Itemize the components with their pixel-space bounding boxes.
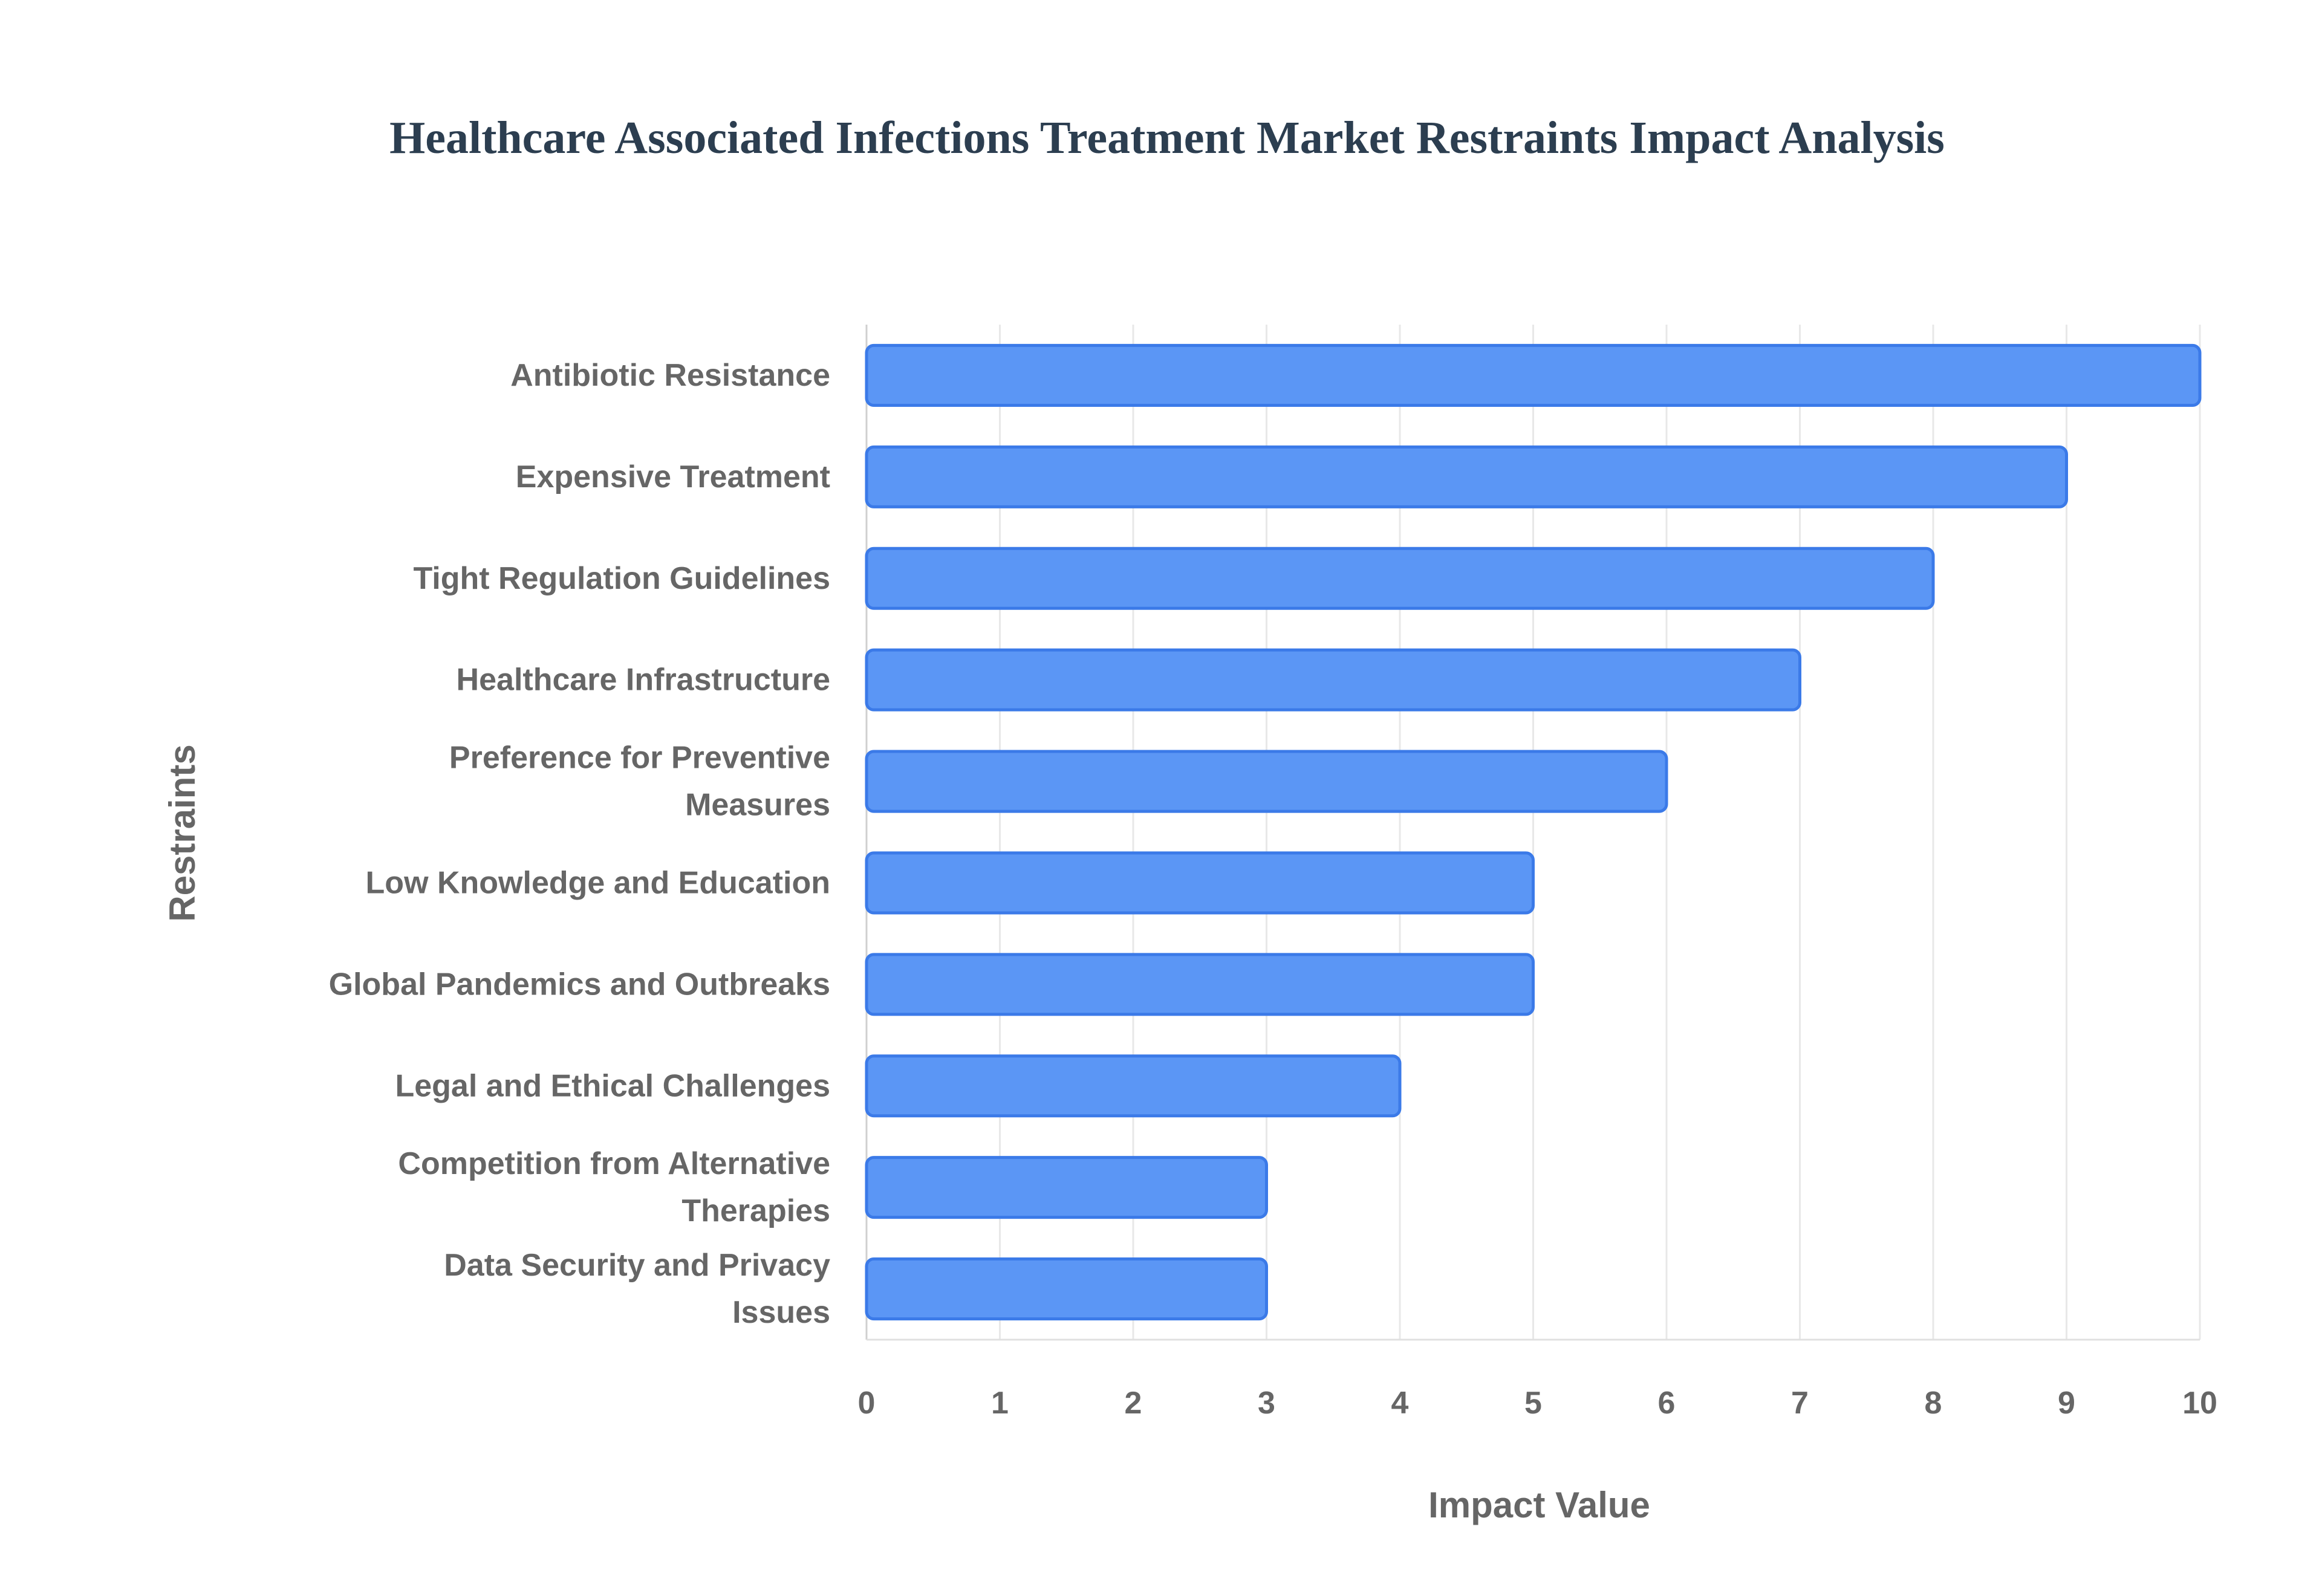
bar	[865, 851, 1535, 915]
x-tick-label: 2	[1125, 1386, 1142, 1421]
y-category-label: Therapies	[681, 1193, 830, 1228]
y-category-label: Tight Regulation Guidelines	[413, 561, 830, 596]
bar	[865, 1257, 1268, 1321]
x-tick-label: 5	[1524, 1386, 1542, 1421]
x-axis-title: Impact Value	[1428, 1485, 1650, 1525]
y-axis-title: Restraints	[162, 744, 203, 921]
chart-title: Healthcare Associated Infections Treatme…	[389, 112, 1945, 163]
x-tick-label: 7	[1791, 1386, 1809, 1421]
bar	[865, 1156, 1268, 1219]
x-tick-label: 9	[2058, 1386, 2075, 1421]
y-category-label: Data Security and Privacy	[444, 1248, 830, 1283]
bar	[865, 1054, 1402, 1118]
y-category-label: Measures	[685, 788, 830, 823]
y-category-label: Legal and Ethical Challenges	[395, 1068, 830, 1103]
x-tick-label: 4	[1391, 1386, 1409, 1421]
y-category-label: Low Knowledge and Education	[366, 865, 830, 900]
y-category-label: Healthcare Infrastructure	[457, 663, 830, 698]
y-category-label: Issues	[732, 1295, 830, 1330]
x-tick-label: 6	[1658, 1386, 1676, 1421]
bar	[865, 343, 2202, 407]
y-category-label: Global Pandemics and Outbreaks	[329, 967, 830, 1002]
x-tick-label: 10	[2182, 1386, 2217, 1421]
y-category-label: Competition from Alternative	[398, 1146, 830, 1181]
x-tick-label: 8	[1925, 1386, 1942, 1421]
bar	[865, 648, 1801, 712]
x-tick-label: 0	[858, 1386, 876, 1421]
x-tick-label: 3	[1258, 1386, 1275, 1421]
bar	[865, 750, 1668, 813]
y-category-label: Expensive Treatment	[516, 459, 830, 495]
bar	[865, 547, 1935, 610]
y-category-label: Antibiotic Resistance	[510, 358, 830, 393]
bar	[865, 445, 2068, 508]
bar	[865, 953, 1535, 1016]
x-tick-label: 1	[991, 1386, 1009, 1421]
y-category-label: Preference for Preventive	[449, 741, 830, 776]
